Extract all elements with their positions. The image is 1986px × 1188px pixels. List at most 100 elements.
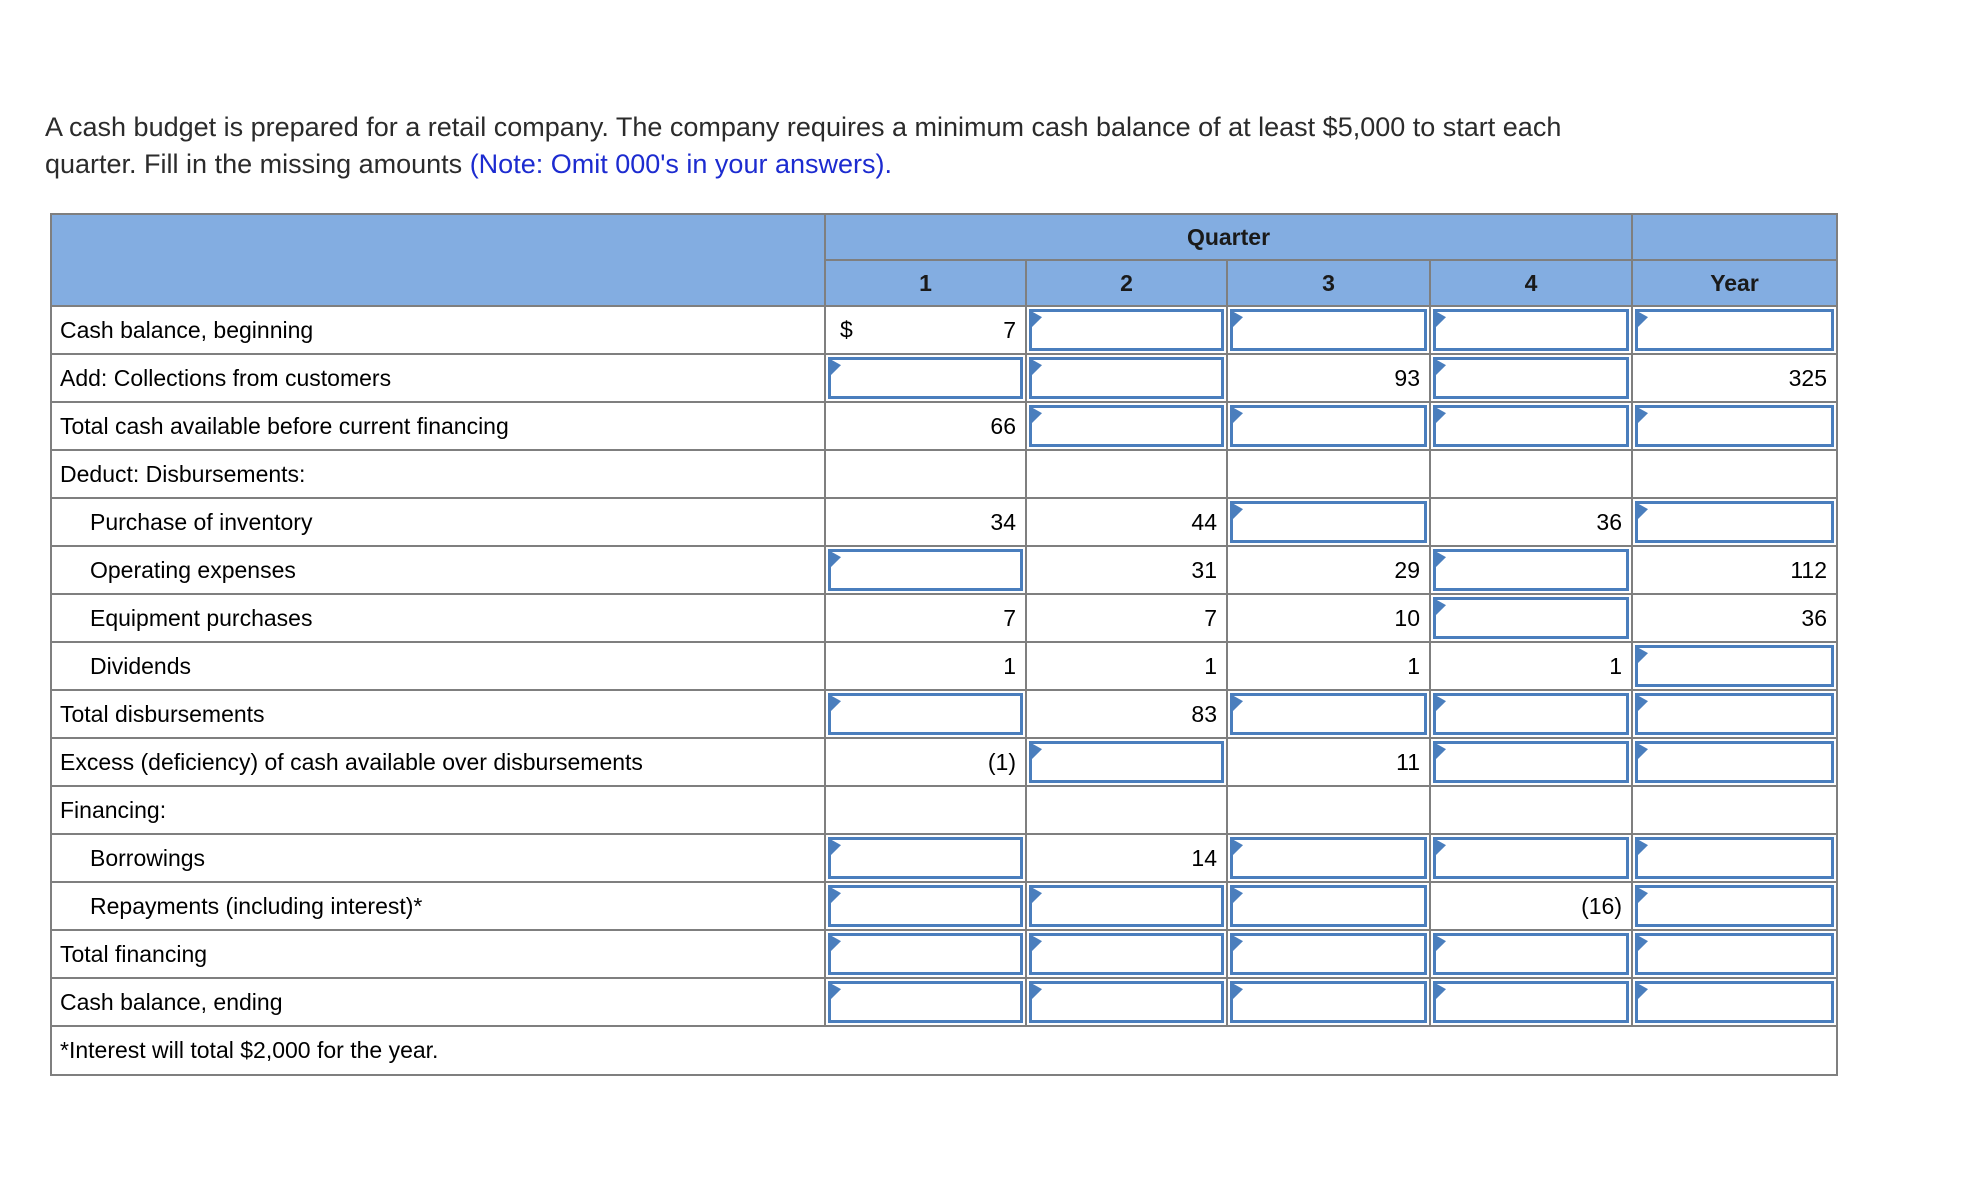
answer-input[interactable] <box>1433 837 1629 879</box>
answer-input[interactable] <box>1433 693 1629 735</box>
answer-input[interactable] <box>828 933 1023 975</box>
value-cell <box>1025 785 1228 835</box>
cell-value: 1 <box>1407 652 1420 679</box>
answer-flag-icon <box>1637 839 1648 856</box>
quarter-col-3-header: 3 <box>1226 259 1431 307</box>
answer-input[interactable] <box>1433 741 1629 783</box>
answer-flag-icon <box>1232 311 1243 328</box>
answer-input[interactable] <box>1230 693 1427 735</box>
answer-flag-icon <box>1232 983 1243 1000</box>
value-cell: 36 <box>1429 497 1633 547</box>
answer-input[interactable] <box>1230 837 1427 879</box>
answer-cell <box>1631 641 1838 691</box>
answer-flag-icon <box>830 983 841 1000</box>
answer-input[interactable] <box>1635 885 1834 927</box>
cell-value: 34 <box>990 508 1016 535</box>
answer-input[interactable] <box>1230 405 1427 447</box>
cell-value: 83 <box>1191 700 1217 727</box>
table-row: Excess (deficiency) of cash available ov… <box>50 737 1838 787</box>
answer-input[interactable] <box>1635 981 1834 1023</box>
answer-input[interactable] <box>1635 405 1834 447</box>
answer-flag-icon <box>1435 935 1446 952</box>
answer-input[interactable] <box>1433 981 1629 1023</box>
answer-flag-icon <box>1637 647 1648 664</box>
answer-cell <box>1631 929 1838 979</box>
answer-cell <box>1025 353 1228 403</box>
answer-input[interactable] <box>828 357 1023 399</box>
answer-input[interactable] <box>1433 405 1629 447</box>
row-label: Total disbursements <box>50 689 826 739</box>
answer-cell <box>1429 737 1633 787</box>
header-row-quarter: Quarter <box>50 213 1838 307</box>
answer-cell <box>1226 929 1431 979</box>
answer-input[interactable] <box>1433 597 1629 639</box>
answer-input[interactable] <box>828 549 1023 591</box>
answer-input[interactable] <box>1635 741 1834 783</box>
answer-cell <box>1631 977 1838 1027</box>
row-label: Financing: <box>50 785 826 835</box>
answer-input[interactable] <box>1029 933 1224 975</box>
answer-flag-icon <box>1232 503 1243 520</box>
year-header-top-cell <box>1631 213 1838 261</box>
answer-flag-icon <box>1031 311 1042 328</box>
answer-flag-icon <box>1031 887 1042 904</box>
answer-input[interactable] <box>1029 885 1224 927</box>
row-label: Purchase of inventory <box>50 497 826 547</box>
answer-flag-icon <box>830 359 841 376</box>
answer-input[interactable] <box>1029 357 1224 399</box>
answer-input[interactable] <box>1433 357 1629 399</box>
answer-input[interactable] <box>1230 981 1427 1023</box>
answer-input[interactable] <box>1029 309 1224 351</box>
answer-flag-icon <box>830 551 841 568</box>
answer-input[interactable] <box>1635 837 1834 879</box>
quarter-col-1-header: 1 <box>824 259 1027 307</box>
answer-cell <box>1631 737 1838 787</box>
answer-cell <box>1429 593 1633 643</box>
value-cell: 10 <box>1226 593 1431 643</box>
answer-input[interactable] <box>1029 405 1224 447</box>
cell-value: 31 <box>1191 556 1217 583</box>
row-label: Deduct: Disbursements: <box>50 449 826 499</box>
answer-input[interactable] <box>1635 309 1834 351</box>
value-cell: 14 <box>1025 833 1228 883</box>
answer-input[interactable] <box>1230 501 1427 543</box>
answer-input[interactable] <box>1635 501 1834 543</box>
answer-input[interactable] <box>828 981 1023 1023</box>
answer-input[interactable] <box>1635 693 1834 735</box>
cell-value: 1 <box>1609 652 1622 679</box>
answer-input[interactable] <box>1433 309 1629 351</box>
cell-value: 66 <box>990 412 1016 439</box>
value-cell: 325 <box>1631 353 1838 403</box>
answer-input[interactable] <box>1635 645 1834 687</box>
answer-flag-icon <box>1637 407 1648 424</box>
answer-flag-icon <box>1637 503 1648 520</box>
answer-input[interactable] <box>1433 933 1629 975</box>
footnote-row: *Interest will total $2,000 for the year… <box>50 1025 1838 1076</box>
value-cell <box>1429 785 1633 835</box>
answer-cell <box>1429 977 1633 1027</box>
answer-flag-icon <box>1637 695 1648 712</box>
value-cell <box>1226 449 1431 499</box>
table-row: Cash balance, beginning $7 <box>50 305 1838 355</box>
answer-cell <box>824 881 1027 931</box>
row-label: Equipment purchases <box>50 593 826 643</box>
table-row: Total disbursements 83 <box>50 689 1838 739</box>
answer-input[interactable] <box>1230 309 1427 351</box>
answer-flag-icon <box>1637 743 1648 760</box>
answer-input[interactable] <box>1029 741 1224 783</box>
answer-input[interactable] <box>1029 981 1224 1023</box>
answer-input[interactable] <box>1230 933 1427 975</box>
answer-input[interactable] <box>1433 549 1629 591</box>
row-label: Cash balance, ending <box>50 977 826 1027</box>
answer-cell <box>1025 305 1228 355</box>
answer-flag-icon <box>1637 983 1648 1000</box>
value-cell: (1) <box>824 737 1027 787</box>
answer-input[interactable] <box>828 885 1023 927</box>
cell-value: 112 <box>1790 556 1827 583</box>
answer-input[interactable] <box>1230 885 1427 927</box>
answer-input[interactable] <box>828 837 1023 879</box>
row-label: Excess (deficiency) of cash available ov… <box>50 737 826 787</box>
answer-input[interactable] <box>828 693 1023 735</box>
row-label: Repayments (including interest)* <box>50 881 826 931</box>
answer-input[interactable] <box>1635 933 1834 975</box>
